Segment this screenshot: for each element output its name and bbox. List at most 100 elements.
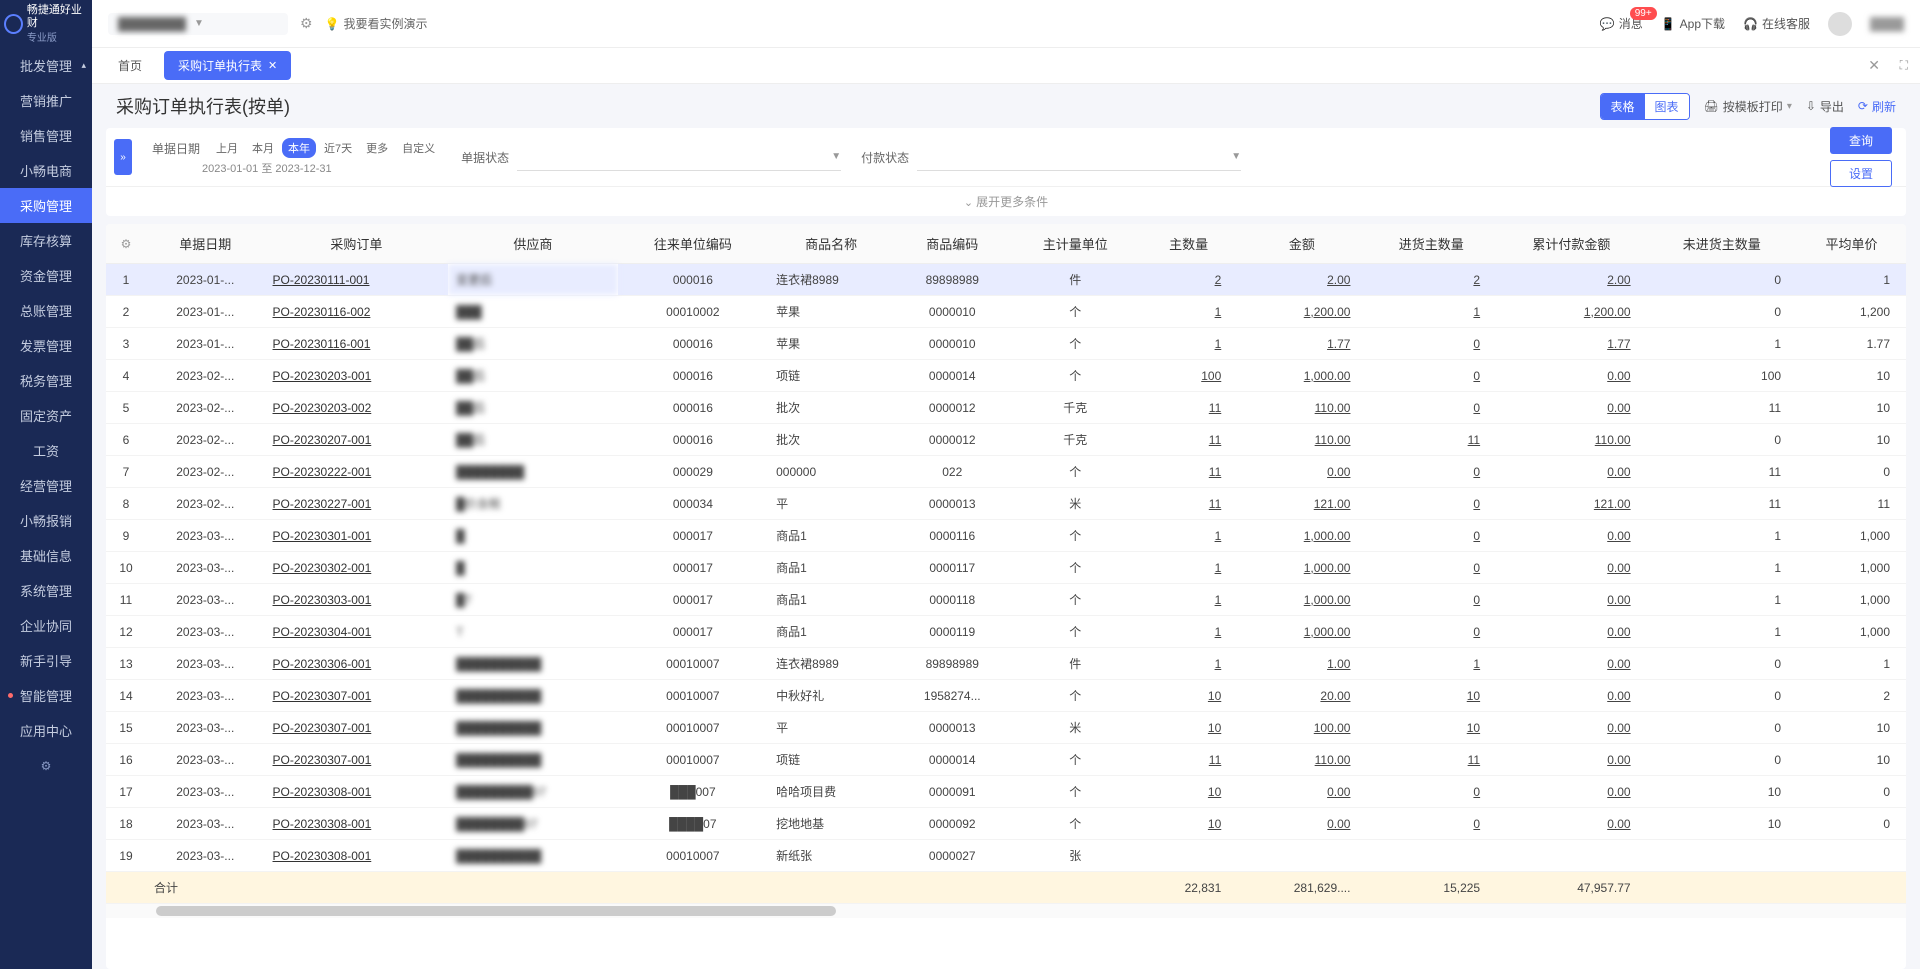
column-settings-icon[interactable]: ⚙ bbox=[121, 237, 132, 251]
qty-link[interactable]: 1 bbox=[1215, 305, 1222, 319]
amount-link[interactable]: 1,200.00 bbox=[1304, 305, 1351, 319]
amount-link[interactable]: 1.00 bbox=[1327, 657, 1350, 671]
qty-link[interactable]: 2 bbox=[1215, 273, 1222, 287]
table-row[interactable]: 142023-03-...PO-20230307-001██████████00… bbox=[106, 680, 1906, 712]
col-product[interactable]: 商品名称 bbox=[768, 224, 894, 264]
po-link[interactable]: PO-20230308-001 bbox=[273, 849, 372, 863]
paid-link[interactable]: 0.00 bbox=[1607, 721, 1630, 735]
paid-link[interactable]: 0.00 bbox=[1607, 657, 1630, 671]
date-this-year[interactable]: 本年 bbox=[282, 138, 316, 158]
col-partner-code[interactable]: 往来单位编码 bbox=[618, 224, 768, 264]
paid-link[interactable]: 0.00 bbox=[1607, 401, 1630, 415]
table-row[interactable]: 32023-01-...PO-20230116-001██后000016苹果00… bbox=[106, 328, 1906, 360]
amount-link[interactable]: 1,000.00 bbox=[1304, 369, 1351, 383]
paid-link[interactable]: 0.00 bbox=[1607, 625, 1630, 639]
inqty-link[interactable]: 0 bbox=[1473, 369, 1480, 383]
paid-link[interactable]: 0.00 bbox=[1607, 561, 1630, 575]
qty-link[interactable]: 1 bbox=[1215, 561, 1222, 575]
paid-link[interactable]: 0.00 bbox=[1607, 785, 1630, 799]
table-row[interactable]: 12023-01-...PO-20230111-001变更后000016连衣裙8… bbox=[106, 264, 1906, 296]
amount-link[interactable]: 1.77 bbox=[1327, 337, 1350, 351]
horizontal-scrollbar[interactable] bbox=[106, 904, 1906, 918]
date-last-month[interactable]: 上月 bbox=[210, 138, 244, 158]
table-row[interactable]: 22023-01-...PO-20230116-002███00010002苹果… bbox=[106, 296, 1906, 328]
sidebar-item[interactable]: 经营管理 bbox=[0, 468, 92, 503]
inqty-link[interactable]: 0 bbox=[1473, 817, 1480, 831]
amount-link[interactable]: 0.00 bbox=[1327, 817, 1350, 831]
po-link[interactable]: PO-20230304-001 bbox=[273, 625, 372, 639]
sidebar-item[interactable]: 基础信息 bbox=[0, 538, 92, 573]
paid-link[interactable]: 0.00 bbox=[1607, 753, 1630, 767]
sidebar-item[interactable]: 资金管理 bbox=[0, 258, 92, 293]
inqty-link[interactable]: 10 bbox=[1467, 721, 1480, 735]
close-icon[interactable]: ✕ bbox=[268, 59, 277, 72]
sidebar-item[interactable]: 企业协同 bbox=[0, 608, 92, 643]
po-link[interactable]: PO-20230111-001 bbox=[273, 273, 370, 287]
table-row[interactable]: 92023-03-...PO-20230301-001█000017商品1000… bbox=[106, 520, 1906, 552]
table-row[interactable]: 122023-03-...PO-20230304-001T000017商品100… bbox=[106, 616, 1906, 648]
paid-link[interactable]: 0.00 bbox=[1607, 689, 1630, 703]
po-link[interactable]: PO-20230203-002 bbox=[273, 401, 372, 415]
sidebar-item[interactable]: 固定资产 bbox=[0, 398, 92, 433]
po-link[interactable]: PO-20230207-001 bbox=[273, 433, 372, 447]
qty-link[interactable]: 11 bbox=[1209, 465, 1221, 479]
paid-link[interactable]: 0.00 bbox=[1607, 465, 1630, 479]
table-row[interactable]: 152023-03-...PO-20230307-001██████████00… bbox=[106, 712, 1906, 744]
tab-home[interactable]: 首页 bbox=[104, 51, 156, 80]
sidebar-item[interactable]: 新手引导 bbox=[0, 643, 92, 678]
col-date[interactable]: 单据日期 bbox=[146, 224, 265, 264]
po-link[interactable]: PO-20230116-002 bbox=[273, 305, 371, 319]
sidebar-item[interactable]: 库存核算 bbox=[0, 223, 92, 258]
date-this-month[interactable]: 本月 bbox=[246, 138, 280, 158]
qty-link[interactable]: 10 bbox=[1208, 721, 1221, 735]
date-more[interactable]: 更多 bbox=[360, 138, 394, 158]
date-custom[interactable]: 自定义 bbox=[396, 138, 441, 158]
amount-link[interactable]: 0.00 bbox=[1327, 785, 1350, 799]
table-row[interactable]: 82023-02-...PO-20230227-001█价含税000034平00… bbox=[106, 488, 1906, 520]
avatar[interactable] bbox=[1828, 12, 1852, 36]
close-all-icon[interactable]: ✕ bbox=[1868, 57, 1880, 74]
table-row[interactable]: 192023-03-...PO-20230308-001██████████00… bbox=[106, 840, 1906, 872]
qty-link[interactable]: 10 bbox=[1208, 689, 1221, 703]
app-download-button[interactable]: 📱 App下载 bbox=[1661, 15, 1725, 32]
qty-link[interactable]: 10 bbox=[1208, 785, 1221, 799]
expand-filters[interactable]: ⌄ 展开更多条件 bbox=[106, 186, 1906, 216]
inqty-link[interactable]: 2 bbox=[1473, 273, 1480, 287]
sidebar-item[interactable]: 应用中心 bbox=[0, 713, 92, 748]
inqty-link[interactable]: 0 bbox=[1473, 785, 1480, 799]
pay-select[interactable]: ▼ bbox=[917, 143, 1241, 171]
qty-link[interactable]: 11 bbox=[1209, 753, 1221, 767]
table-row[interactable]: 112023-03-...PO-20230303-001█T000017商品10… bbox=[106, 584, 1906, 616]
inqty-link[interactable]: 11 bbox=[1468, 433, 1480, 447]
support-button[interactable]: 🎧 在线客服 bbox=[1743, 15, 1810, 32]
inqty-link[interactable]: 0 bbox=[1473, 561, 1480, 575]
amount-link[interactable]: 20.00 bbox=[1320, 689, 1350, 703]
query-button[interactable]: 查询 bbox=[1830, 127, 1892, 154]
amount-link[interactable]: 1,000.00 bbox=[1304, 625, 1351, 639]
messages-button[interactable]: 💬 消息 99+ bbox=[1600, 15, 1643, 32]
table-row[interactable]: 182023-03-...PO-20230308-001████████07██… bbox=[106, 808, 1906, 840]
date-7days[interactable]: 近7天 bbox=[318, 138, 358, 158]
po-link[interactable]: PO-20230307-001 bbox=[273, 721, 372, 735]
paid-link[interactable]: 110.00 bbox=[1595, 433, 1631, 447]
paid-link[interactable]: 1.77 bbox=[1607, 337, 1630, 351]
gear-icon[interactable]: ⚙ bbox=[300, 15, 313, 32]
qty-link[interactable]: 1 bbox=[1215, 337, 1222, 351]
export-button[interactable]: ⇩导出 bbox=[1806, 98, 1844, 115]
paid-link[interactable]: 121.00 bbox=[1594, 497, 1631, 511]
paid-link[interactable]: 0.00 bbox=[1607, 593, 1630, 607]
refresh-button[interactable]: ⟳刷新 bbox=[1858, 98, 1896, 115]
amount-link[interactable]: 1,000.00 bbox=[1304, 561, 1351, 575]
inqty-link[interactable]: 0 bbox=[1473, 593, 1480, 607]
amount-link[interactable]: 100.00 bbox=[1314, 721, 1351, 735]
table-row[interactable]: 102023-03-...PO-20230302-001█000017商品100… bbox=[106, 552, 1906, 584]
tab-po-exec[interactable]: 采购订单执行表 ✕ bbox=[164, 51, 291, 80]
po-link[interactable]: PO-20230308-001 bbox=[273, 817, 372, 831]
col-left[interactable]: 未进货主数量 bbox=[1647, 224, 1797, 264]
sidebar-item[interactable]: 工资 bbox=[0, 433, 92, 468]
sidebar-item[interactable]: 采购管理 bbox=[0, 188, 92, 223]
table-row[interactable]: 62023-02-...PO-20230207-001██后000016批次00… bbox=[106, 424, 1906, 456]
col-po[interactable]: 采购订单 bbox=[265, 224, 449, 264]
status-select[interactable]: ▼ bbox=[517, 143, 841, 171]
org-selector[interactable]: ████████ ▼ bbox=[108, 13, 288, 35]
